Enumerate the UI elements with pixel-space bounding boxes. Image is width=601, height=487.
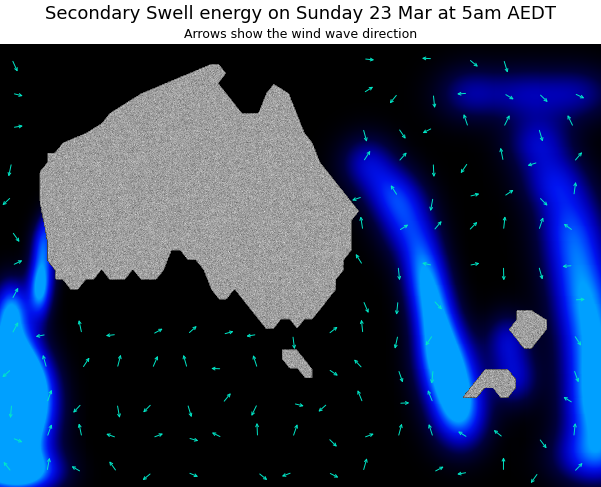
Text: Arrows show the wind wave direction: Arrows show the wind wave direction xyxy=(184,28,417,41)
Text: Secondary Swell energy on Sunday 23 Mar at 5am AEDT: Secondary Swell energy on Sunday 23 Mar … xyxy=(45,5,556,23)
